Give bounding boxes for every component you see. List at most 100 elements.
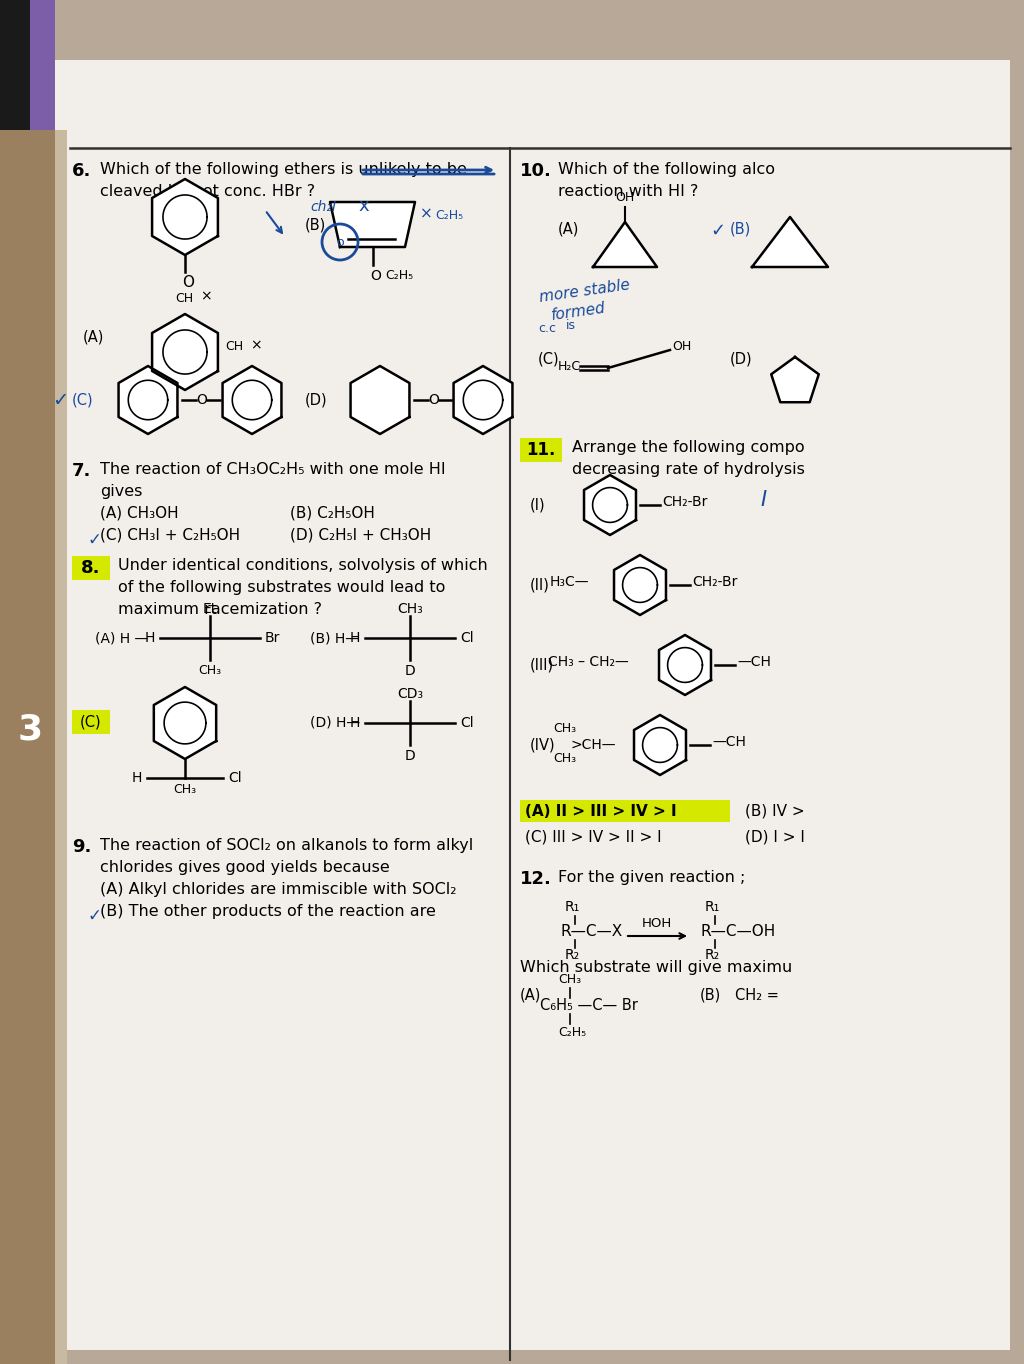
Bar	[520, 438, 562, 462]
Polygon shape	[153, 314, 218, 390]
Text: reaction with HI ?: reaction with HI ?	[558, 184, 698, 199]
Text: (B): (B)	[305, 217, 327, 232]
Text: (C): (C)	[72, 393, 93, 408]
Text: (III): (III)	[530, 657, 554, 672]
Text: CH₃: CH₃	[199, 664, 221, 677]
Text: (D): (D)	[305, 393, 328, 408]
Text: Which substrate will give maximu: Which substrate will give maximu	[520, 960, 793, 975]
Text: D: D	[404, 749, 416, 762]
Polygon shape	[330, 202, 415, 247]
Text: ✓: ✓	[710, 222, 725, 240]
Text: (A) II > III > IV > I: (A) II > III > IV > I	[525, 803, 677, 818]
Text: ✓: ✓	[51, 390, 68, 409]
Text: R₁: R₁	[565, 900, 581, 914]
Text: The reaction of CH₃OC₂H₅ with one mole HI: The reaction of CH₃OC₂H₅ with one mole H…	[100, 462, 445, 477]
Text: (B) The other products of the reaction are: (B) The other products of the reaction a…	[100, 904, 436, 919]
Text: C₆H₅ —C— Br: C₆H₅ —C— Br	[540, 998, 638, 1013]
Text: CH₃ – CH₂—: CH₃ – CH₂—	[548, 655, 629, 668]
Text: D: D	[404, 664, 416, 678]
Text: Br: Br	[265, 632, 281, 645]
Text: cleaved by hot conc. HBr ?: cleaved by hot conc. HBr ?	[100, 184, 315, 199]
Text: H₂C: H₂C	[558, 360, 582, 372]
Text: gives: gives	[100, 484, 142, 499]
Text: O: O	[196, 393, 207, 406]
Bar	[72, 711, 110, 734]
Text: H: H	[349, 632, 360, 645]
Text: C₂H₅: C₂H₅	[385, 269, 413, 282]
Text: H: H	[144, 632, 155, 645]
Text: CH: CH	[225, 341, 243, 353]
Text: (C): (C)	[538, 352, 560, 367]
Text: CH₂ =: CH₂ =	[735, 989, 779, 1004]
Text: O: O	[370, 269, 381, 282]
Text: R₂: R₂	[565, 948, 581, 962]
Text: o: o	[336, 236, 344, 248]
Text: 12.: 12.	[520, 870, 552, 888]
Bar	[55, 130, 67, 1364]
Polygon shape	[454, 366, 512, 434]
Text: ×: ×	[420, 207, 433, 222]
Text: Which of the following alco: Which of the following alco	[558, 162, 775, 177]
Text: (B): (B)	[700, 988, 721, 1003]
Text: (A): (A)	[83, 330, 104, 345]
Polygon shape	[153, 179, 218, 255]
Text: CH₂-Br: CH₂-Br	[662, 495, 708, 509]
Text: ✓: ✓	[88, 531, 101, 548]
Text: (B) IV >: (B) IV >	[745, 803, 805, 818]
Text: ch₂I: ch₂I	[310, 201, 336, 214]
Text: The reaction of SOCl₂ on alkanols to form alkyl: The reaction of SOCl₂ on alkanols to for…	[100, 837, 473, 852]
Polygon shape	[350, 366, 410, 434]
Text: ✓: ✓	[88, 907, 101, 925]
Text: OH: OH	[672, 341, 691, 353]
Bar	[0, 130, 55, 1364]
Text: (C): (C)	[80, 715, 101, 730]
Text: CH₂-Br: CH₂-Br	[692, 576, 737, 589]
Text: HOH: HOH	[642, 917, 672, 930]
Text: (IV): (IV)	[530, 738, 556, 753]
Text: (II): (II)	[530, 577, 550, 592]
Text: H₃C—: H₃C—	[550, 576, 590, 589]
Text: 3: 3	[17, 713, 43, 747]
Text: CH₃: CH₃	[397, 602, 423, 617]
Text: Under identical conditions, solvolysis of which: Under identical conditions, solvolysis o…	[118, 558, 487, 573]
Text: Arrange the following compo: Arrange the following compo	[572, 441, 805, 456]
Polygon shape	[771, 357, 819, 402]
Text: R—C—X: R—C—X	[560, 923, 623, 938]
Text: 11.: 11.	[526, 441, 556, 460]
Text: O: O	[428, 393, 439, 406]
Text: I: I	[760, 490, 766, 510]
Text: (D) I > I: (D) I > I	[745, 831, 805, 846]
Text: chlorides gives good yields because: chlorides gives good yields because	[100, 859, 390, 874]
Polygon shape	[222, 366, 282, 434]
Text: (C) III > IV > II > I: (C) III > IV > II > I	[525, 831, 662, 846]
Text: (A) CH₃OH: (A) CH₃OH	[100, 506, 178, 521]
Text: C₂H₅: C₂H₅	[558, 1026, 586, 1039]
Text: R₂: R₂	[705, 948, 720, 962]
Polygon shape	[119, 366, 177, 434]
Text: (I): (I)	[530, 498, 546, 513]
FancyBboxPatch shape	[55, 60, 1010, 1350]
Text: (A) H —: (A) H —	[95, 632, 148, 645]
Text: H: H	[132, 771, 142, 786]
Bar	[72, 557, 110, 580]
Text: (B) C₂H₅OH: (B) C₂H₅OH	[290, 506, 375, 521]
Polygon shape	[659, 636, 711, 696]
Polygon shape	[752, 217, 828, 267]
Text: 7.: 7.	[72, 462, 91, 480]
Text: >CH—: >CH—	[570, 738, 615, 752]
Text: (B) H—: (B) H—	[310, 632, 359, 645]
Polygon shape	[614, 555, 666, 615]
Polygon shape	[154, 687, 216, 758]
Text: (A): (A)	[520, 988, 542, 1003]
Bar	[0, 0, 55, 130]
Text: C₂H₅: C₂H₅	[435, 209, 463, 222]
Text: (C) CH₃I + C₂H₅OH: (C) CH₃I + C₂H₅OH	[100, 528, 240, 543]
Text: maximum racemization ?: maximum racemization ?	[118, 602, 322, 617]
Polygon shape	[593, 222, 657, 267]
Bar	[520, 801, 730, 822]
Text: For the given reaction ;: For the given reaction ;	[558, 870, 745, 885]
Text: O: O	[182, 276, 194, 291]
Text: CH₃: CH₃	[173, 783, 197, 797]
Text: Cl: Cl	[228, 771, 242, 786]
Polygon shape	[584, 475, 636, 535]
